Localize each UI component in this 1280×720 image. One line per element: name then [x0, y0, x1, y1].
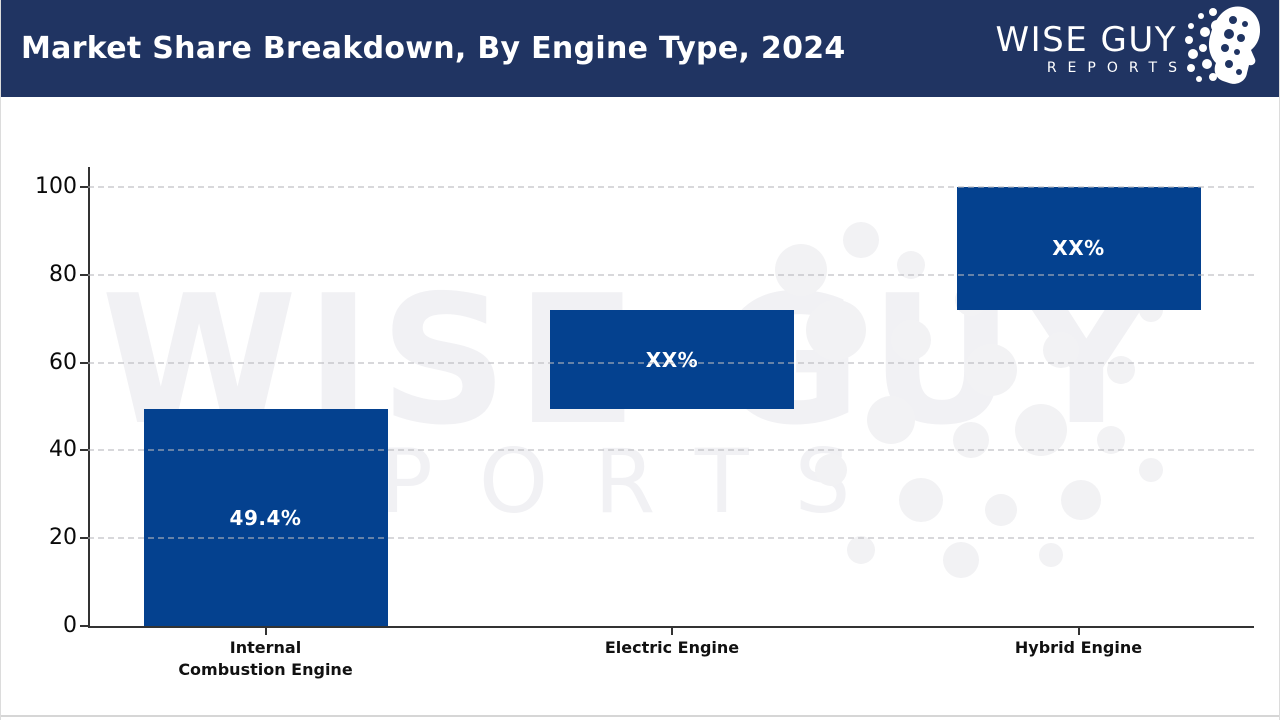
x-category-label: Internal Combustion Engine: [116, 637, 416, 681]
gridline-40: [88, 449, 1254, 452]
y-tick-label: 0: [63, 613, 77, 638]
x-category-label-line: Combustion Engine: [178, 660, 353, 679]
y-tick-label: 100: [35, 174, 77, 199]
bar-2: XX%: [550, 309, 794, 410]
y-tick-mark: [80, 361, 88, 364]
header: Market Share Breakdown, By Engine Type, …: [1, 0, 1279, 97]
x-tick-mark: [671, 628, 673, 635]
y-axis-spine: [88, 167, 90, 628]
x-category-label: Hybrid Engine: [929, 637, 1229, 659]
y-tick-label: 20: [49, 525, 77, 551]
bar-3: XX%: [956, 187, 1201, 310]
brand-name: WISE GUY: [995, 19, 1177, 60]
y-tick-mark: [80, 537, 88, 540]
y-tick-label: 60: [49, 349, 77, 375]
page-title: Market Share Breakdown, By Engine Type, …: [21, 31, 846, 66]
gridline-60: [88, 361, 1254, 364]
x-axis-spine: [88, 626, 1254, 628]
y-tick-mark: [80, 449, 88, 452]
x-tick-mark: [264, 628, 267, 635]
gridline-20: [88, 537, 1254, 540]
y-tick-label: 80: [49, 261, 77, 287]
chart-canvas: WISE GUY REPORTS 0 20 40 60 80 100 49.4% XX% XX%…: [1, 97, 1279, 720]
bar-value-label: XX%: [1052, 236, 1105, 261]
y-tick-label: 40: [49, 437, 77, 463]
x-tick-mark: [1077, 628, 1080, 635]
bar-value-label: XX%: [645, 347, 699, 372]
y-tick-mark: [80, 186, 88, 188]
dotted-head-logo-icon: [1183, 4, 1267, 94]
bar-value-label: 49.4%: [229, 505, 302, 530]
x-category-label-line: Electric Engine: [604, 638, 740, 657]
bottom-border: [1, 715, 1279, 717]
gridline-100: [88, 186, 1254, 188]
brand-subname: REPORTS: [1046, 59, 1188, 76]
bar-1: 49.4%: [143, 409, 388, 626]
gridline-80: [88, 273, 1254, 276]
brand-logo: WISE GUY REPORTS: [995, 4, 1267, 94]
x-category-label-line: Internal: [229, 638, 302, 657]
x-category-label-line: Hybrid Engine: [1014, 638, 1143, 657]
x-category-label: Electric Engine: [522, 637, 822, 659]
y-tick-mark: [80, 273, 88, 276]
brand-logo-text: WISE GUY REPORTS: [995, 22, 1177, 76]
y-tick-mark: [80, 625, 88, 627]
